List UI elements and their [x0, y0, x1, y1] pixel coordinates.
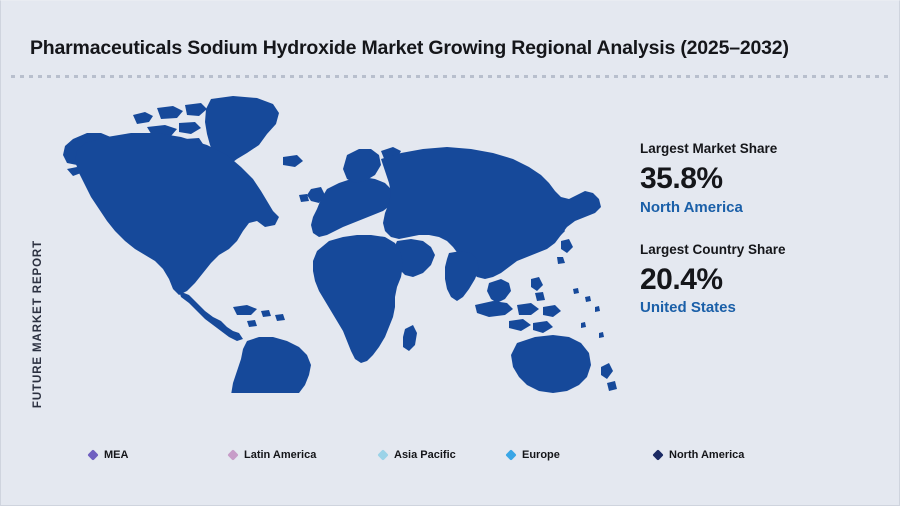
- stat-caption: Largest Country Share: [640, 241, 786, 257]
- page-title: Pharmaceuticals Sodium Hydroxide Market …: [30, 37, 789, 59]
- stat-caption: Largest Market Share: [640, 141, 778, 156]
- legend-item-north-america: North America: [652, 449, 745, 461]
- middle-east-shape: [393, 239, 435, 277]
- british-isles-shape: [299, 187, 325, 203]
- title-band: Pharmaceuticals Sodium Hydroxide Market …: [1, 1, 899, 78]
- south-america-shape: [231, 337, 311, 393]
- japan-shape: [553, 225, 573, 264]
- central-america-shape: [179, 291, 243, 341]
- new-zealand-shape: [601, 363, 617, 391]
- legend-item-label: North America: [669, 449, 745, 461]
- stat-region: United States: [640, 299, 736, 316]
- legend-item-asia-pacific: Asia Pacific: [377, 449, 456, 461]
- north-america-shape: [75, 133, 279, 295]
- india-shape: [445, 251, 479, 301]
- legend-item-europe: Europe: [505, 449, 560, 461]
- diamond-marker-icon: [227, 449, 239, 461]
- scandinavia-shape: [343, 147, 401, 183]
- caribbean-shape: [233, 305, 285, 327]
- africa-shape: [313, 235, 403, 363]
- stats-panel: Largest Market Share 35.8% North America…: [640, 141, 880, 342]
- pacific-islands-shape: [573, 288, 604, 338]
- legend-item-latin-america: Latin America: [227, 449, 317, 461]
- diamond-marker-icon: [652, 449, 664, 461]
- diamond-marker-icon: [87, 449, 99, 461]
- legend-item-label: Latin America: [244, 449, 317, 461]
- diamond-marker-icon: [505, 449, 517, 461]
- stat-value: 20.4%: [640, 262, 723, 296]
- philippines-shape: [531, 277, 545, 301]
- asia-shape: [381, 147, 601, 279]
- world-map: [61, 93, 621, 393]
- iceland-shape: [283, 155, 303, 167]
- brand-watermark-label: FUTURE MARKET REPORT: [32, 239, 45, 409]
- legend-item-label: Asia Pacific: [394, 449, 456, 461]
- map-landmasses: [63, 96, 617, 393]
- legend-item-label: MEA: [104, 449, 129, 461]
- australia-shape: [511, 335, 591, 393]
- stat-region: North America: [640, 198, 743, 216]
- legend-item-mea: MEA: [87, 449, 129, 461]
- greenland-shape: [205, 96, 279, 165]
- brand-watermark: FUTURE MARKET REPORT: [27, 229, 49, 419]
- stat-value: 35.8%: [640, 162, 723, 195]
- diamond-marker-icon: [377, 449, 389, 461]
- world-map-svg: [63, 96, 617, 393]
- title-divider: [11, 75, 891, 78]
- map-legend: MEA Latin America Asia Pacific Europe No…: [87, 449, 809, 467]
- europe-shape: [311, 177, 395, 237]
- legend-item-label: Europe: [522, 449, 560, 461]
- stat-largest-country-share: Largest Country Share 20.4% United State…: [640, 242, 880, 317]
- madagascar-shape: [403, 325, 417, 351]
- stat-largest-market-share: Largest Market Share 35.8% North America: [640, 141, 880, 216]
- southeast-asia-shape: [475, 279, 561, 333]
